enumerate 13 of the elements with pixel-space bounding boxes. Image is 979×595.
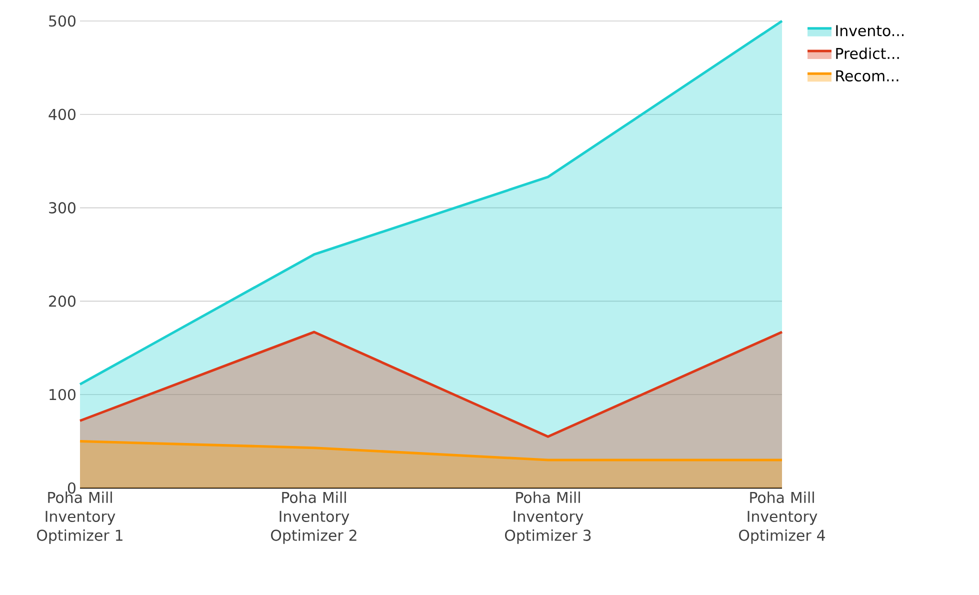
y-tick-label: 400	[48, 108, 76, 120]
y-tick-label: 0	[68, 482, 76, 494]
y-tick-label: 300	[49, 202, 76, 214]
legend-label: Recom...	[836, 70, 898, 82]
x-tick-label: Poha Mill Inventory Optimizer 4	[739, 492, 825, 544]
y-tick-label: 100	[50, 388, 76, 400]
x-tick-label: Poha Mill Inventory Optimizer 3	[505, 492, 591, 544]
x-tick-label: Poha Mill Inventory Optimizer 1	[37, 492, 122, 544]
legend-label: Predict...	[836, 48, 899, 60]
y-tick-label: 200	[49, 296, 76, 307]
y-tick-label: 500	[49, 15, 76, 27]
x-tick-label: Poha Mill Inventory Optimizer 2	[271, 492, 356, 544]
legend-label: Invento...	[836, 25, 904, 36]
